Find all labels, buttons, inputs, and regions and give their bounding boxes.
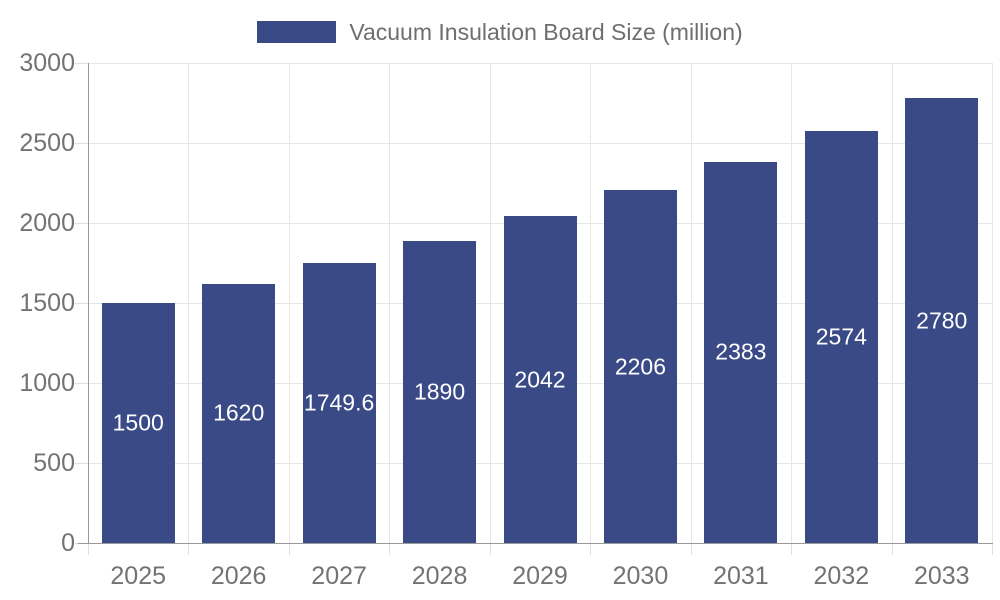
legend[interactable]: Vacuum Insulation Board Size (million) — [0, 19, 1000, 45]
x-axis-tick — [992, 543, 993, 555]
x-axis-tick — [88, 543, 89, 555]
y-axis-tick — [75, 63, 88, 64]
x-tick-label: 2027 — [311, 562, 367, 590]
bar-value-label: 1500 — [112, 409, 164, 436]
legend-swatch-icon — [257, 21, 337, 43]
bar-value-label: 2574 — [815, 323, 867, 350]
legend-label: Vacuum Insulation Board Size (million) — [349, 18, 743, 45]
plot-area: 0 500 1000 1500 2000 2500 3000 1500 2025 1620 2026… — [19, 49, 993, 590]
x-tick-label: 2028 — [411, 562, 468, 590]
x-axis-tick — [489, 543, 491, 555]
bar-value-label: 1890 — [413, 378, 466, 405]
gridline-vertical — [590, 63, 592, 543]
x-tick-label: 2026 — [210, 562, 267, 590]
x-axis-tick — [389, 543, 391, 555]
y-tick-label: 500 — [33, 449, 75, 477]
bar[interactable] — [101, 303, 175, 543]
y-axis-tick — [75, 303, 88, 304]
y-axis-tick — [75, 143, 88, 144]
y-axis-line — [88, 63, 89, 544]
bar[interactable] — [905, 98, 979, 543]
y-axis-tick — [75, 463, 88, 464]
y-tick-label: 2500 — [19, 129, 75, 157]
x-axis-tick — [690, 543, 692, 555]
gridline-vertical — [389, 63, 391, 543]
bar-value-label: 1749.6 — [303, 389, 375, 416]
gridline-vertical — [791, 63, 793, 543]
bar-value-label: 2206 — [614, 353, 667, 380]
bar[interactable] — [603, 190, 677, 543]
gridline-horizontal — [88, 63, 992, 64]
bar-value-label: 2042 — [514, 366, 566, 393]
y-tick-label: 2000 — [19, 209, 75, 237]
x-axis-tick — [891, 543, 893, 555]
gridline-vertical — [992, 63, 993, 543]
gridline-vertical — [891, 63, 893, 543]
x-tick-label: 2033 — [913, 562, 970, 590]
y-tick-label: 1500 — [19, 289, 75, 317]
bar[interactable] — [503, 216, 577, 543]
x-axis-tick — [288, 543, 290, 555]
gridline-vertical — [489, 63, 491, 543]
x-axis-tick — [188, 543, 190, 555]
y-axis-tick — [75, 223, 88, 224]
y-tick-label: 3000 — [19, 49, 75, 77]
y-tick-label: 1000 — [19, 369, 75, 397]
bar-value-label: 1620 — [213, 399, 265, 426]
bar[interactable] — [403, 240, 477, 543]
bar[interactable] — [704, 161, 778, 543]
gridline-vertical — [188, 63, 190, 543]
x-tick-label: 2031 — [713, 562, 769, 590]
bar[interactable] — [202, 283, 276, 543]
bar[interactable] — [302, 263, 376, 543]
bar-value-label: 2383 — [715, 338, 767, 365]
y-axis-tick — [75, 383, 88, 384]
x-tick-label: 2032 — [813, 562, 870, 590]
gridline-vertical — [288, 63, 290, 543]
bar[interactable] — [804, 131, 878, 543]
x-tick-label: 2030 — [612, 562, 669, 590]
bar-value-label: 2780 — [916, 307, 968, 334]
gridline-horizontal — [88, 143, 992, 144]
x-tick-label: 2025 — [110, 562, 167, 590]
y-tick-label: 0 — [61, 529, 75, 557]
x-axis-line — [78, 543, 993, 544]
x-tick-label: 2029 — [512, 562, 568, 590]
x-axis-tick — [590, 543, 592, 555]
x-axis-tick — [791, 543, 793, 555]
gridline-vertical — [690, 63, 692, 543]
